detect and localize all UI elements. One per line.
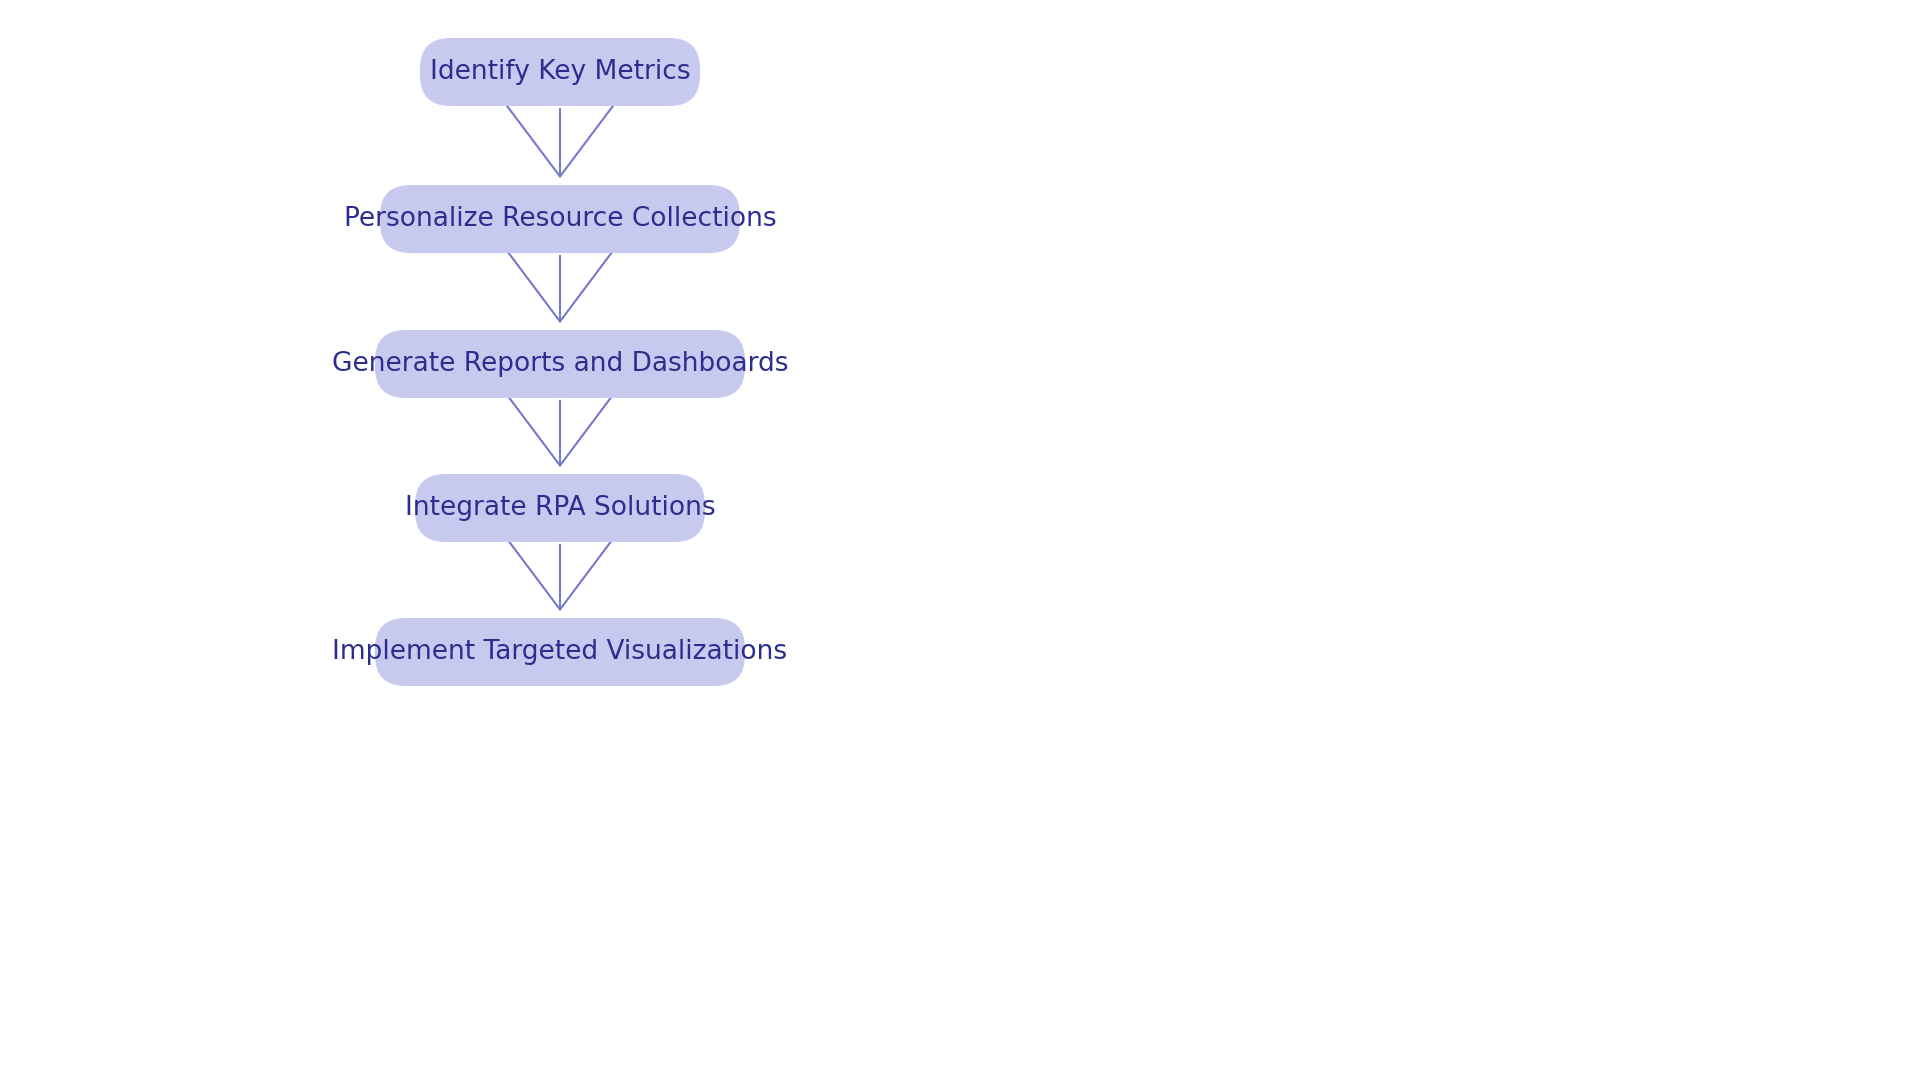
FancyBboxPatch shape: [420, 38, 701, 106]
FancyBboxPatch shape: [374, 330, 745, 397]
FancyBboxPatch shape: [415, 474, 705, 542]
Text: Generate Reports and Dashboards: Generate Reports and Dashboards: [332, 351, 789, 377]
Text: Personalize Resource Collections: Personalize Resource Collections: [344, 206, 776, 232]
FancyBboxPatch shape: [380, 185, 739, 253]
Text: Implement Targeted Visualizations: Implement Targeted Visualizations: [332, 639, 787, 665]
Text: Identify Key Metrics: Identify Key Metrics: [430, 58, 691, 84]
Text: Integrate RPA Solutions: Integrate RPA Solutions: [405, 495, 716, 521]
FancyBboxPatch shape: [374, 618, 745, 686]
